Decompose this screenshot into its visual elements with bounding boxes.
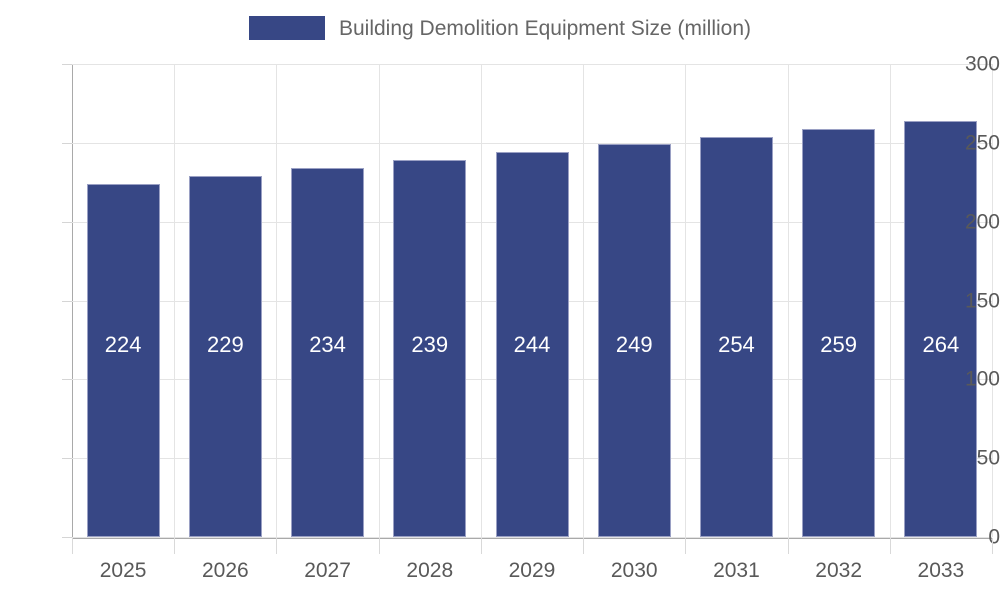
x-axis-tick-label: 2029 <box>508 559 556 582</box>
gridline-vertical <box>992 64 993 537</box>
gridline-vertical <box>379 64 380 537</box>
gridline-vertical <box>788 64 789 537</box>
x-axis-tick-mark <box>174 538 175 554</box>
bar-value-label: 244 <box>513 332 551 357</box>
y-axis-tick-mark <box>62 537 72 538</box>
x-axis-tick-label: 2028 <box>406 559 454 582</box>
bar[interactable] <box>904 120 978 537</box>
bar[interactable] <box>188 175 262 537</box>
legend-item-label: Building Demolition Equipment Size (mill… <box>338 16 751 40</box>
x-axis-tick-label: 2027 <box>304 559 351 582</box>
bar[interactable] <box>495 152 569 537</box>
y-axis-tick-mark <box>62 379 72 381</box>
gridline-vertical <box>685 64 686 537</box>
bar[interactable] <box>86 183 160 537</box>
y-axis-tick-label: 100 <box>964 367 1000 391</box>
x-axis-tick-mark <box>992 538 993 554</box>
chart-legend: Building Demolition Equipment Size (mill… <box>0 10 1000 46</box>
bar[interactable] <box>393 160 467 537</box>
bar[interactable] <box>291 168 365 537</box>
gridline-vertical <box>583 64 584 537</box>
x-axis-tick-label: 2033 <box>917 559 965 582</box>
y-axis-tick-label: 250 <box>964 131 1000 155</box>
bar-value-label: 254 <box>718 332 755 357</box>
x-axis-tick-mark <box>481 538 482 554</box>
gridline-vertical <box>890 64 891 537</box>
bar-value-label: 249 <box>615 332 653 357</box>
x-axis-tick-mark <box>685 538 686 554</box>
legend-item[interactable]: Building Demolition Equipment Size (mill… <box>248 16 751 40</box>
x-axis-line <box>72 537 992 539</box>
bar[interactable] <box>802 128 876 537</box>
y-axis-tick-mark <box>62 142 72 144</box>
x-axis-tick-label: 2026 <box>201 559 249 582</box>
x-axis-tick-mark <box>276 538 277 554</box>
gridline-vertical <box>174 64 175 537</box>
bar[interactable] <box>597 144 671 537</box>
y-axis-tick-label: 0 <box>988 525 1000 549</box>
y-axis-tick-label: 50 <box>976 446 1000 470</box>
bar[interactable] <box>699 136 773 537</box>
bar-value-label: 234 <box>309 332 346 357</box>
y-axis-tick-label: 150 <box>964 289 1000 312</box>
bar-value-label: 239 <box>411 332 449 357</box>
x-axis-tick-mark <box>788 538 789 554</box>
gridline-vertical <box>276 64 277 537</box>
bar-value-label: 224 <box>104 332 142 357</box>
bar-value-label: 259 <box>820 332 858 357</box>
y-axis-tick-label: 200 <box>964 210 1000 234</box>
y-axis-tick-mark <box>62 64 72 65</box>
gridline-horizontal <box>72 142 992 144</box>
gridline-horizontal <box>72 537 992 538</box>
x-axis-tick-label: 2025 <box>99 559 147 582</box>
x-axis-tick-mark <box>890 538 891 554</box>
x-axis-tick-label: 2031 <box>713 559 760 582</box>
y-axis-tick-mark <box>62 458 72 460</box>
x-axis-tick-label: 2032 <box>815 559 863 582</box>
bar-value-label: 229 <box>206 332 244 357</box>
x-axis-tick-label: 2030 <box>610 559 658 582</box>
y-axis-tick-label: 300 <box>964 52 1000 76</box>
y-axis-tick-mark <box>62 300 72 302</box>
gridline-vertical <box>481 64 482 537</box>
x-axis-tick-mark <box>379 538 380 554</box>
square-swatch-icon <box>248 16 325 40</box>
x-axis-tick-mark <box>72 538 73 554</box>
gridline-horizontal <box>72 64 992 65</box>
y-axis-tick-mark <box>62 221 72 223</box>
plot-area: 224 229 234 239 244 249 254 259 264 <box>72 64 993 538</box>
bar-value-label: 264 <box>922 332 960 357</box>
x-axis-tick-mark <box>583 538 584 554</box>
